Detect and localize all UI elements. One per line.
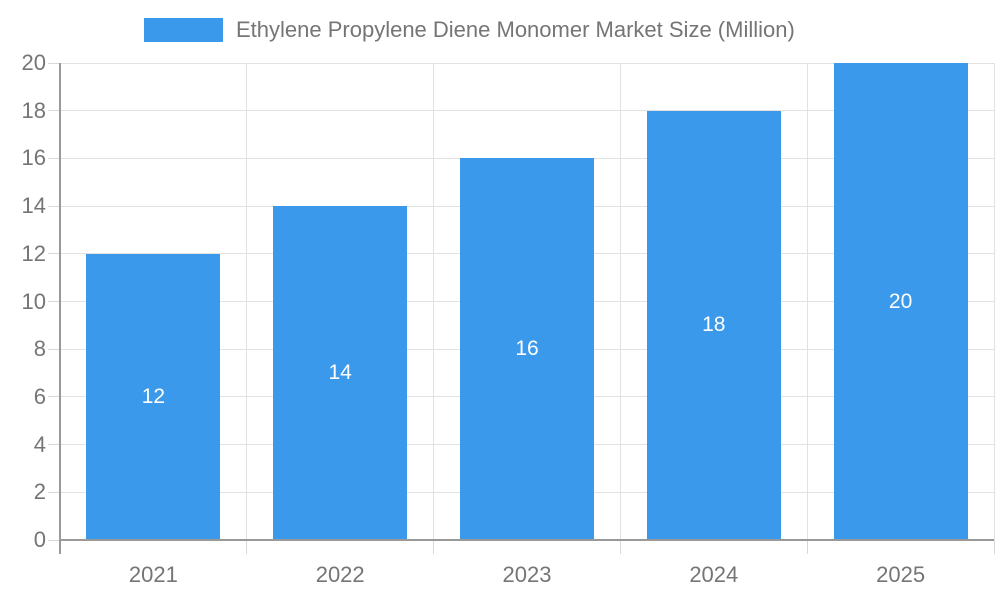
y-axis-tick — [48, 205, 60, 207]
gridline-vertical — [806, 63, 808, 540]
x-axis-tick — [806, 540, 808, 554]
y-axis-tick-label: 6 — [33, 383, 46, 409]
bar-2024[interactable] — [646, 110, 781, 540]
y-axis-tick — [48, 62, 60, 64]
x-axis-line — [60, 539, 994, 541]
x-axis-tick — [993, 540, 995, 554]
y-axis-tick-label: 18 — [21, 97, 46, 123]
x-axis-tick — [619, 540, 621, 554]
gridline-horizontal — [60, 62, 994, 64]
y-axis-line — [59, 63, 61, 554]
y-axis-tick-label: 14 — [21, 193, 46, 219]
y-axis-tick-label: 16 — [21, 145, 46, 171]
y-axis-tick — [48, 396, 60, 398]
y-axis-tick-label: 10 — [21, 288, 46, 314]
x-axis-tick-label: 2025 — [876, 562, 926, 587]
y-axis-tick-label: 8 — [33, 336, 46, 362]
y-axis-tick — [48, 348, 60, 350]
legend-swatch — [144, 18, 223, 42]
x-axis-tick-label: 2021 — [128, 562, 178, 587]
y-axis-tick-label: 20 — [21, 50, 46, 75]
x-axis-tick — [246, 540, 248, 554]
y-axis-tick — [48, 253, 60, 255]
gridline-vertical — [619, 63, 621, 540]
y-axis-tick — [48, 539, 60, 541]
gridline-vertical — [433, 63, 435, 540]
bar-2023[interactable] — [460, 158, 594, 540]
legend-item[interactable]: Ethylene Propylene Diene Monomer Market … — [144, 17, 795, 43]
y-axis-tick-label: 0 — [33, 527, 46, 552]
bar-2021[interactable] — [86, 253, 221, 540]
y-axis-tick-label: 4 — [33, 431, 46, 457]
x-axis-tick-label: 2023 — [502, 562, 552, 587]
x-axis-tick — [433, 540, 435, 554]
legend-label: Ethylene Propylene Diene Monomer Market … — [236, 17, 795, 42]
gridline-horizontal — [60, 110, 994, 112]
y-axis-tick — [48, 444, 60, 446]
gridline-vertical — [246, 63, 248, 540]
y-axis-tick-label: 12 — [21, 240, 46, 266]
y-axis-tick — [48, 110, 60, 112]
x-axis-tick-label: 2024 — [689, 562, 739, 587]
y-axis-tick — [48, 157, 60, 159]
x-axis-tick-label: 2022 — [315, 562, 365, 587]
gridline-vertical — [993, 63, 995, 540]
y-axis-tick-label: 2 — [33, 479, 46, 505]
y-axis-tick — [48, 491, 60, 493]
bar-2022[interactable] — [273, 206, 408, 540]
bar-2025[interactable] — [833, 63, 968, 540]
y-axis-tick — [48, 301, 60, 302]
